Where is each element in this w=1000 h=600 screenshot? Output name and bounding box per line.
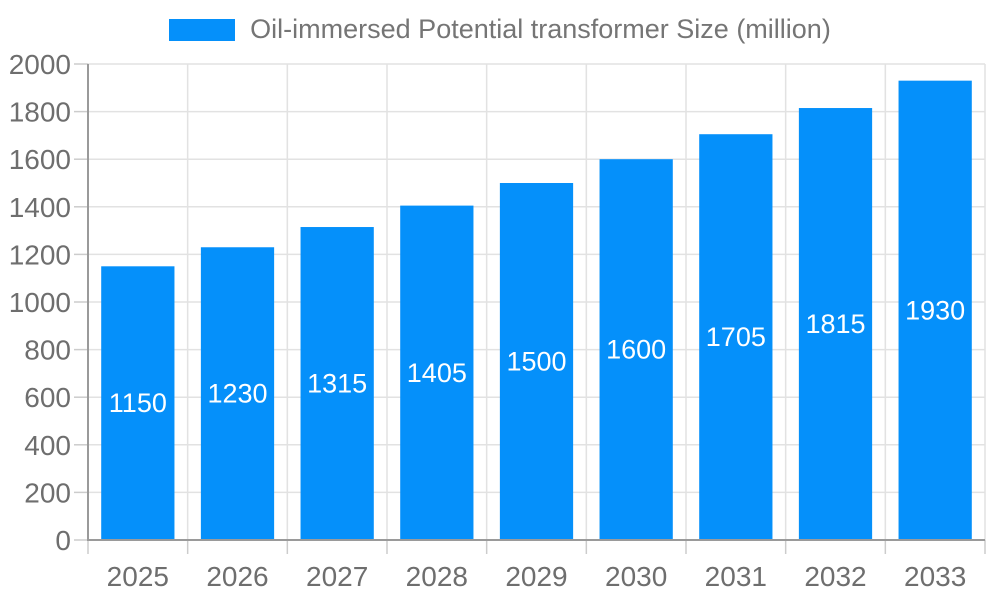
y-axis-label: 800	[24, 335, 71, 366]
y-axis-label: 1200	[9, 239, 71, 270]
x-axis-label: 2031	[705, 561, 767, 592]
bar-value-label: 1230	[207, 379, 267, 409]
y-axis-label: 1600	[9, 144, 71, 175]
bar-value-label: 1500	[506, 347, 566, 377]
bar-2025[interactable]	[101, 266, 175, 540]
bar-value-label: 1405	[407, 358, 467, 388]
bar-2029[interactable]	[499, 183, 574, 540]
x-axis-label: 2027	[306, 561, 368, 592]
x-axis-label: 2029	[505, 561, 567, 592]
x-axis-label: 2025	[107, 561, 169, 592]
bar-2032[interactable]	[798, 108, 873, 540]
x-axis-label: 2028	[406, 561, 468, 592]
bar-2028[interactable]	[400, 205, 474, 541]
x-axis-label: 2032	[804, 561, 866, 592]
x-axis-label: 2033	[904, 561, 966, 592]
x-axis-label: 2030	[605, 561, 667, 592]
bar-2026[interactable]	[200, 247, 275, 540]
bar-value-label: 1150	[109, 388, 167, 418]
bar-2031[interactable]	[699, 134, 773, 540]
bar-value-label: 1815	[805, 309, 865, 339]
bar-value-label: 1705	[706, 322, 766, 352]
y-axis-label: 0	[55, 525, 71, 556]
y-axis-label: 1400	[9, 192, 71, 223]
y-axis-label: 1800	[9, 97, 71, 128]
bar-2027[interactable]	[300, 227, 374, 540]
y-axis-label: 400	[24, 430, 71, 461]
bar-2030[interactable]	[599, 159, 673, 540]
legend-item[interactable]: Oil-immersed Potential transformer Size …	[169, 16, 831, 43]
bar-value-label: 1600	[606, 335, 666, 365]
y-axis-label: 1000	[9, 287, 71, 318]
bar-2033[interactable]	[898, 80, 972, 540]
legend: Oil-immersed Potential transformer Size …	[0, 16, 1000, 43]
legend-label: Oil-immersed Potential transformer Size …	[250, 14, 831, 44]
bar-value-label: 1930	[905, 295, 965, 325]
x-axis-label: 2026	[206, 561, 268, 592]
y-axis-label: 200	[24, 477, 71, 508]
y-axis-label: 600	[24, 382, 71, 413]
y-axis-label: 2000	[9, 49, 71, 80]
bar-value-label: 1315	[307, 369, 367, 399]
legend-color-swatch	[169, 18, 236, 41]
